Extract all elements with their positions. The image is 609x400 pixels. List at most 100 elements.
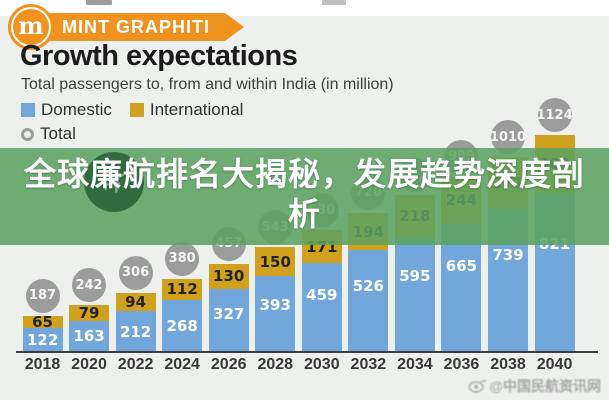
top-edge-artifact <box>86 0 112 5</box>
x-axis-line <box>16 351 598 353</box>
bar-segment-domestic: 268 <box>162 300 203 352</box>
weibo-eye-icon <box>468 380 487 393</box>
bar-segment-domestic: 212 <box>115 311 156 352</box>
x-axis-tick-label-value: 2020 <box>71 356 107 373</box>
airline-logo-watermark: ✈ <box>84 152 144 212</box>
bar-segment-domestic: 393 <box>255 276 296 352</box>
international-swatch-icon <box>129 103 144 117</box>
x-axis-tick-label-value: 2034 <box>397 356 433 373</box>
brand-banner: MINT GRAPHITI m <box>8 4 248 52</box>
legend-row-1: Domestic International <box>21 100 243 120</box>
mint-logo-icon: m <box>8 4 54 50</box>
bar-segment-domestic-value: 212 <box>119 322 152 341</box>
legend-label-domestic: Domestic <box>41 100 112 119</box>
bar-segment-domestic: 526 <box>348 250 389 352</box>
x-axis-tick-label: 2036 <box>436 356 486 374</box>
bar-segment-domestic-value: 526 <box>352 276 384 295</box>
weibo-watermark: @中国民航资讯网 <box>468 376 601 396</box>
bar-segment-domestic-value: 739 <box>492 246 524 265</box>
bar-segment-international: 150 <box>255 247 296 277</box>
x-axis-tick-label-value: 2036 <box>443 356 480 373</box>
bar-segment-international-value: 79 <box>78 303 100 322</box>
bar-segment-domestic: 327 <box>208 288 249 352</box>
bar-segment-international: 94 <box>115 292 156 312</box>
bar-segment-international: 79 <box>69 303 110 322</box>
bar-segment-international-value: 94 <box>125 292 147 311</box>
brand-banner-ribbon: MINT GRAPHITI <box>30 13 244 41</box>
bar-segment-domestic-value: 595 <box>399 266 431 285</box>
bar-segment-domestic: 122 <box>22 328 63 352</box>
x-axis-tick-label: 2038 <box>483 356 533 374</box>
total-badge: 380 <box>165 241 200 276</box>
x-axis-tick-label: 2040 <box>530 356 580 374</box>
headline-overlay: ✈ 全球廉航排名大揭秘，发展趋势深度剖 析 <box>0 148 609 245</box>
x-axis-tick-label-value: 2032 <box>350 356 387 373</box>
bar-segment-domestic: 595 <box>394 237 435 352</box>
x-axis-tick-label-value: 2038 <box>490 356 526 373</box>
bar-segment-domestic-value: 268 <box>166 317 198 336</box>
weibo-watermark-text: @中国民航资讯网 <box>489 378 601 394</box>
x-axis-tick-label: 2030 <box>297 356 347 374</box>
top-edge-artifact <box>322 0 346 5</box>
bar-segment-domestic: 665 <box>441 223 482 352</box>
bar-segment-international-value: 65 <box>32 313 53 332</box>
x-axis-tick-label: 2018 <box>18 356 68 374</box>
legend-label-international: International <box>149 100 244 119</box>
bar-segment-domestic-value: 163 <box>73 327 105 346</box>
x-axis-tick-label-value: 2040 <box>536 356 573 373</box>
mint-logo-ring: m <box>11 7 51 47</box>
chart-title: Growth expectations <box>20 40 298 72</box>
bar-segment-international-value: 112 <box>166 280 198 299</box>
total-badge: 306 <box>118 255 153 290</box>
bar-segment-domestic: 163 <box>69 320 110 352</box>
brand-name: MINT GRAPHITI <box>62 16 210 37</box>
bar-segment-domestic-value: 665 <box>445 256 478 275</box>
bar-segment-domestic-value: 459 <box>306 286 338 305</box>
bar-segment-domestic-value: 393 <box>259 295 291 314</box>
bar-segment-international: 112 <box>162 278 203 301</box>
bar-segment-international-value: 150 <box>259 252 291 271</box>
legend-row-2: Total <box>21 124 243 144</box>
total-badge: 242 <box>72 268 107 303</box>
bar-segment-domestic: 459 <box>301 263 342 352</box>
x-axis-tick-label-value: 2028 <box>257 356 294 373</box>
legend-item-total: Total <box>21 124 76 144</box>
domestic-swatch-icon <box>21 103 35 117</box>
x-axis-tick-label-value: 2022 <box>117 356 154 373</box>
bar-segment-domestic-value: 327 <box>213 305 245 324</box>
headline-text: 全球廉航排名大揭秘，发展趋势深度剖 析 <box>0 154 609 234</box>
x-axis-tick-label: 2034 <box>390 356 440 374</box>
bar-segment-international: 130 <box>208 263 249 289</box>
bar-segment-international: 65 <box>22 313 63 332</box>
x-axis-tick-label-value: 2026 <box>210 356 247 373</box>
x-axis-tick-label: 2024 <box>157 356 207 374</box>
legend-item-international: International <box>129 100 244 120</box>
chart-subtitle: Total passengers to, from and within Ind… <box>21 76 394 93</box>
total-circle-icon <box>21 127 34 141</box>
total-badge-value: 1010 <box>489 129 527 145</box>
total-badge-value: 1124 <box>536 107 573 123</box>
x-axis-tick-label: 2032 <box>343 356 393 374</box>
bar-segment-domestic-value: 122 <box>26 331 59 350</box>
total-badge-value: 187 <box>28 288 57 304</box>
bar-segment-international-value: 130 <box>213 267 245 286</box>
total-badge-value: 380 <box>168 251 196 267</box>
legend: Domestic International Total <box>21 100 243 148</box>
mint-logo-letter: m <box>18 11 44 40</box>
x-axis-tick-label: 2028 <box>250 356 300 374</box>
x-axis-tick-label-value: 2030 <box>304 356 340 373</box>
total-badge-value: 242 <box>75 277 103 293</box>
x-axis-tick-label: 2026 <box>204 356 254 374</box>
x-axis-tick-label-value: 2018 <box>24 356 61 373</box>
headline-line-2: 析 <box>287 196 321 232</box>
x-axis-tick-label: 2020 <box>64 356 114 374</box>
total-badge: 187 <box>25 278 60 313</box>
total-badge-value: 306 <box>122 265 150 281</box>
x-axis-tick-label-value: 2024 <box>164 356 200 373</box>
x-axis-tick-label: 2022 <box>111 356 161 374</box>
legend-label-total: Total <box>40 124 76 143</box>
headline-line-1: 全球廉航排名大揭秘，发展趋势深度剖 <box>23 156 585 192</box>
legend-item-domestic: Domestic <box>21 100 112 120</box>
total-badge: 1124 <box>536 98 573 132</box>
